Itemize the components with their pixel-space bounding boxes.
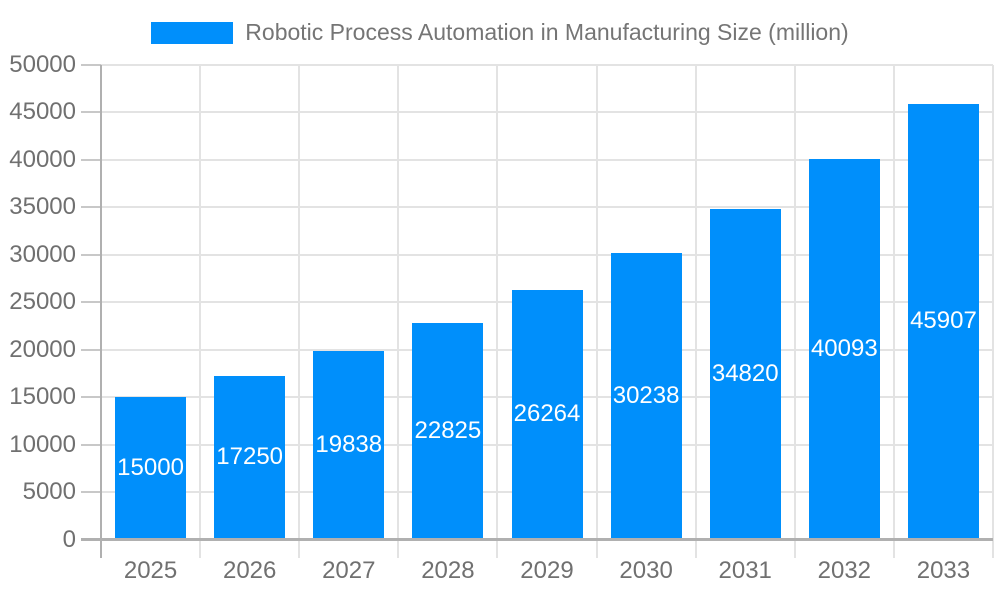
y-gridline bbox=[101, 206, 993, 209]
bar-value-label: 34820 bbox=[711, 359, 779, 387]
x-gridline bbox=[694, 65, 697, 558]
bar[interactable]: 45907 bbox=[907, 103, 979, 539]
x-axis-label: 2033 bbox=[916, 557, 971, 584]
y-axis-label: 0 bbox=[62, 525, 76, 553]
y-tick bbox=[81, 253, 101, 256]
x-gridline bbox=[397, 65, 400, 558]
bar-value-label: 30238 bbox=[612, 381, 680, 409]
x-gridline bbox=[496, 65, 499, 558]
y-axis-label: 20000 bbox=[9, 335, 76, 363]
y-axis-label: 10000 bbox=[9, 430, 76, 458]
y-gridline bbox=[101, 111, 993, 114]
x-axis-label: 2029 bbox=[520, 557, 574, 584]
bar[interactable]: 17250 bbox=[214, 375, 286, 539]
y-axis-label: 30000 bbox=[9, 240, 76, 268]
y-axis-label: 5000 bbox=[22, 478, 76, 506]
y-axis-label: 50000 bbox=[9, 51, 76, 78]
x-axis-label: 2027 bbox=[322, 557, 376, 584]
x-axis-label: 2025 bbox=[123, 557, 178, 584]
bar[interactable]: 19838 bbox=[313, 351, 385, 539]
y-gridline bbox=[101, 253, 993, 256]
y-axis-label: 25000 bbox=[9, 288, 76, 316]
bar-value-label: 26264 bbox=[513, 400, 581, 428]
legend-label: Robotic Process Automation in Manufactur… bbox=[245, 19, 849, 45]
y-gridline bbox=[101, 158, 993, 161]
x-gridline bbox=[892, 65, 895, 558]
y-axis-label: 45000 bbox=[9, 98, 76, 126]
x-gridline bbox=[298, 65, 301, 558]
y-tick bbox=[81, 443, 101, 446]
y-tick bbox=[81, 301, 101, 304]
x-axis-label: 2032 bbox=[817, 557, 872, 584]
x-gridline bbox=[793, 65, 796, 558]
bar-value-label: 45907 bbox=[910, 307, 977, 335]
x-axis-line bbox=[81, 538, 993, 541]
x-axis-label: 2026 bbox=[222, 557, 277, 584]
bar-value-label: 40093 bbox=[810, 334, 878, 362]
y-axis-label: 35000 bbox=[9, 193, 76, 221]
bar-value-label: 22825 bbox=[414, 416, 482, 444]
y-axis-line bbox=[100, 65, 102, 558]
y-gridline bbox=[101, 64, 993, 66]
bar-value-label: 17250 bbox=[216, 443, 284, 471]
y-tick bbox=[81, 158, 101, 161]
x-axis-label: 2031 bbox=[718, 557, 772, 584]
legend-swatch bbox=[151, 21, 234, 44]
chart-legend[interactable]: Robotic Process Automation in Manufactur… bbox=[0, 10, 1000, 55]
y-tick bbox=[81, 396, 101, 399]
bar[interactable]: 22825 bbox=[412, 322, 484, 539]
bar[interactable]: 26264 bbox=[511, 290, 583, 539]
bar-value-label: 15000 bbox=[117, 453, 184, 481]
y-axis-label: 15000 bbox=[9, 383, 76, 411]
x-gridline bbox=[992, 65, 994, 558]
x-axis-label: 2030 bbox=[619, 557, 673, 584]
x-gridline bbox=[595, 65, 598, 558]
y-tick bbox=[81, 111, 101, 114]
y-tick bbox=[81, 64, 101, 66]
bar[interactable]: 30238 bbox=[610, 252, 682, 539]
x-gridline bbox=[199, 65, 202, 558]
bar[interactable]: 40093 bbox=[808, 159, 880, 539]
bar[interactable]: 15000 bbox=[115, 397, 187, 539]
bar[interactable]: 34820 bbox=[709, 209, 781, 539]
y-axis-label: 40000 bbox=[9, 145, 76, 173]
x-axis-label: 2028 bbox=[421, 557, 475, 584]
y-tick bbox=[81, 491, 101, 494]
bar-value-label: 19838 bbox=[315, 430, 383, 458]
y-tick bbox=[81, 348, 101, 351]
y-tick bbox=[81, 206, 101, 209]
